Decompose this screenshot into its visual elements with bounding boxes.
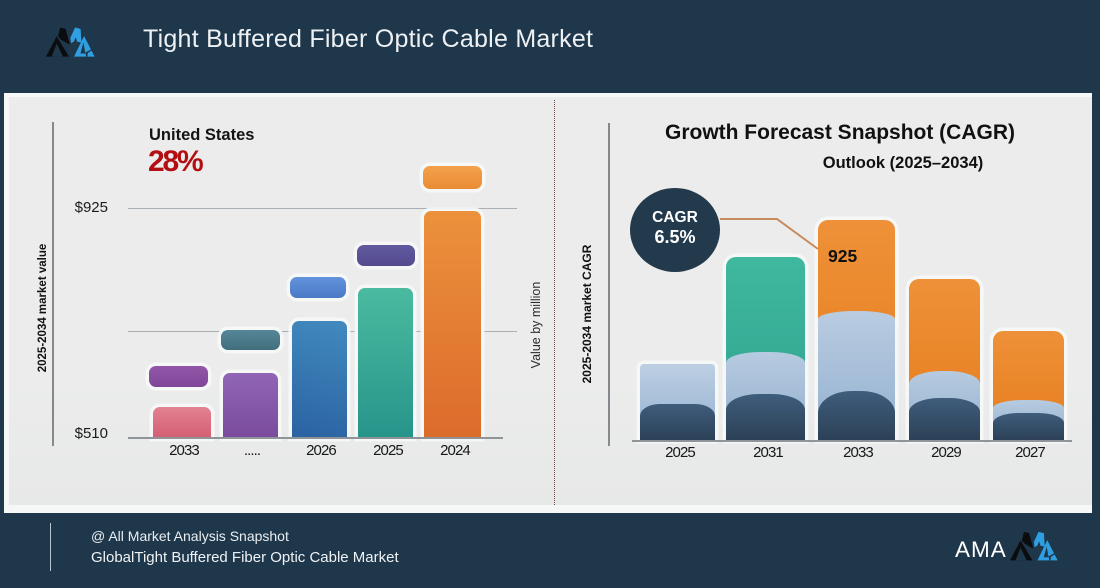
svg-text:6.5%: 6.5% — [654, 227, 695, 247]
svg-text:CAGR: CAGR — [652, 209, 698, 226]
